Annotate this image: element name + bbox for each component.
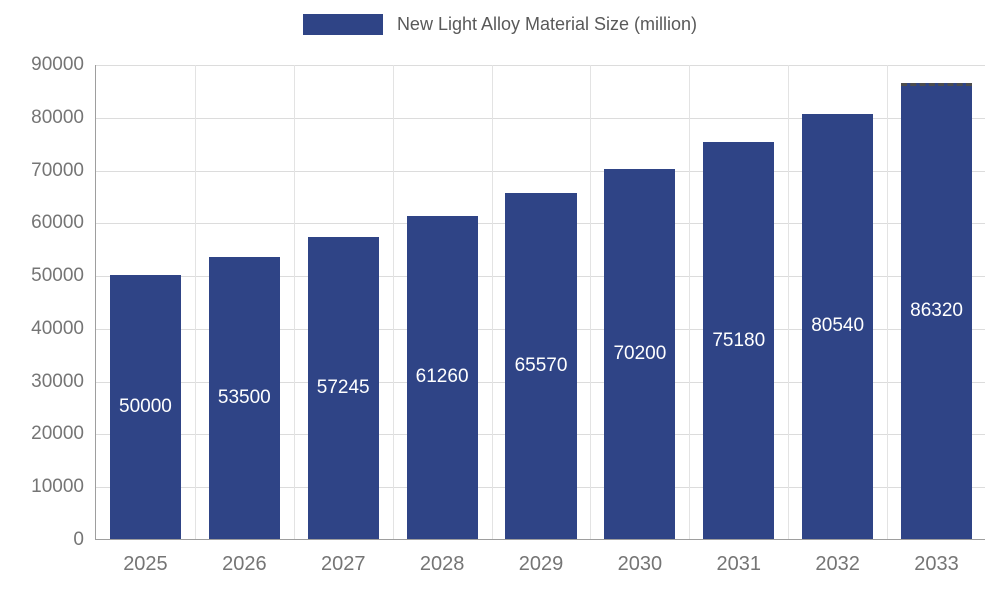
x-tick-label: 2027 — [320, 553, 366, 575]
y-tick-label: 60000 — [31, 212, 84, 234]
gridline-v — [491, 65, 493, 539]
bar-value-label: 50000 — [119, 396, 172, 418]
gridline-v — [293, 65, 295, 539]
bar-value-label: 61260 — [415, 366, 469, 388]
gridline-h — [96, 117, 985, 119]
bar: 70200 — [604, 168, 676, 539]
bar: 57245 — [307, 236, 379, 539]
gridline-v — [788, 65, 790, 539]
legend: New Light Alloy Material Size (million) — [0, 14, 1000, 35]
bar: 50000 — [109, 275, 182, 539]
bar: 80540 — [802, 113, 874, 539]
y-tick-label: 70000 — [31, 159, 84, 181]
plot-area: 0 10000 20000 30000 40000 50000 60000 70000 8000… — [31, 54, 985, 575]
y-tick-label: 0 — [73, 529, 84, 550]
gridline-v — [194, 65, 196, 539]
y-tick-label: 10000 — [31, 476, 84, 498]
y-tick-label: 30000 — [31, 370, 84, 392]
bar: 86320 — [900, 83, 973, 539]
gridline-v — [392, 65, 394, 539]
bar-value-label: 57245 — [316, 376, 370, 398]
bar: 65570 — [505, 192, 577, 539]
x-tick-label: 2028 — [419, 553, 465, 575]
bar-value-label: 65570 — [514, 354, 568, 376]
y-tick-label: 50000 — [31, 265, 84, 287]
bar-value-label: 53500 — [217, 386, 271, 408]
y-tick-label: 90000 — [31, 54, 84, 75]
y-tick-label: 40000 — [31, 317, 84, 339]
bar: 53500 — [208, 256, 280, 539]
legend-label: New Light Alloy Material Size (million) — [396, 14, 698, 34]
legend-swatch — [302, 14, 383, 35]
x-tick-label: 2030 — [617, 553, 663, 575]
bar-value-label: 75180 — [712, 329, 766, 351]
x-tick-label: 2032 — [815, 553, 860, 575]
gridline-h — [96, 65, 985, 66]
bar-value-label: 80540 — [811, 315, 865, 337]
gridline-h — [96, 170, 985, 172]
bar-value-label: 70200 — [613, 342, 667, 364]
x-tick-label: 2025 — [123, 553, 168, 575]
x-tick-label: 2029 — [518, 553, 564, 575]
x-tick-label: 2026 — [222, 553, 267, 575]
gridline-v — [590, 65, 592, 539]
x-tick-label: 2033 — [914, 553, 959, 575]
bar: 75180 — [703, 142, 775, 539]
gridline-v — [689, 65, 691, 539]
y-tick-label: 20000 — [31, 423, 84, 445]
bar-value-label: 86320 — [910, 300, 963, 322]
y-tick-label: 80000 — [31, 106, 84, 128]
gridline-v — [887, 65, 889, 539]
bar: 61260 — [406, 215, 478, 539]
x-tick-label: 2031 — [716, 553, 762, 575]
